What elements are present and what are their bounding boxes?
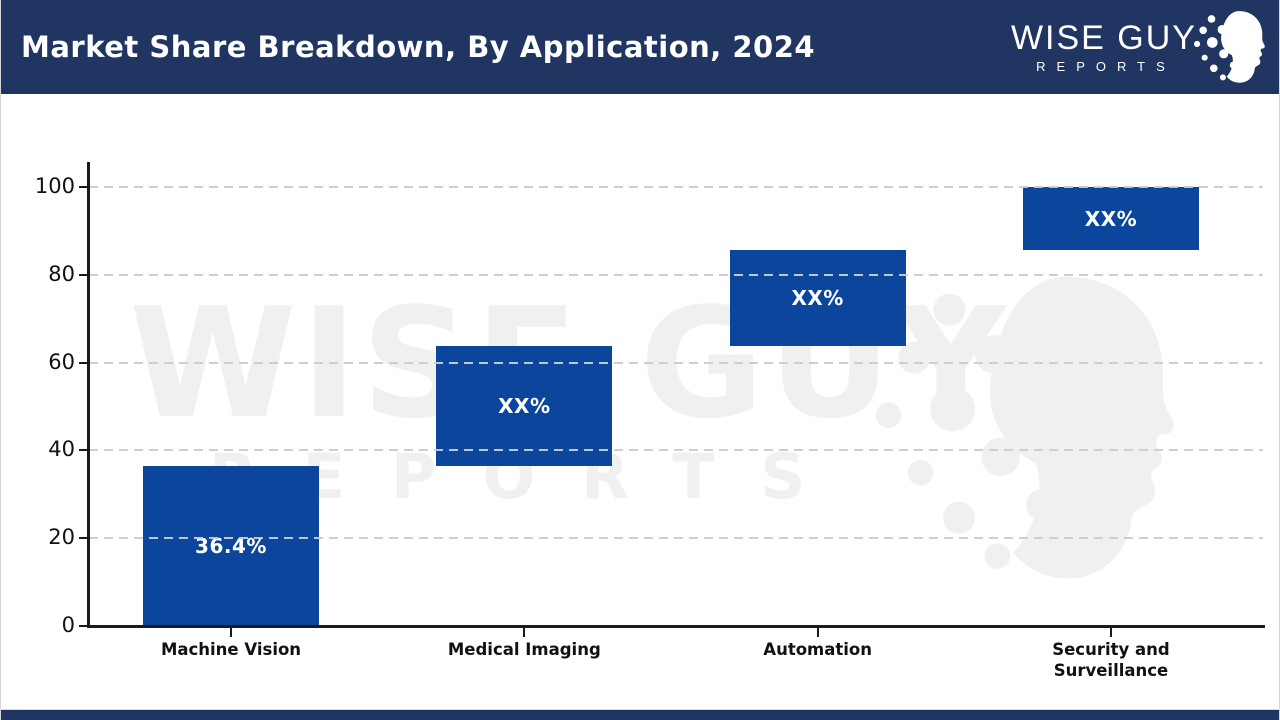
x-category-label: Security and Surveillance <box>1052 640 1170 681</box>
y-tick-mark <box>79 449 89 452</box>
bar-value-label: 36.4% <box>195 534 267 559</box>
footer-bar <box>1 709 1279 720</box>
x-axis <box>87 625 1265 628</box>
bar: XX% <box>729 250 906 346</box>
y-tick-label: 40 <box>48 437 75 462</box>
y-tick-mark <box>79 537 89 540</box>
bar-value-label: XX% <box>498 394 551 419</box>
y-axis <box>87 162 90 628</box>
bar: XX% <box>436 345 613 467</box>
header-bar: Market Share Breakdown, By Application, … <box>1 0 1280 94</box>
x-category-label: Machine Vision <box>160 640 302 659</box>
x-tick-mark <box>230 628 232 637</box>
x-tick-mark <box>523 628 526 637</box>
y-tick-mark <box>79 273 89 276</box>
x-category-label: Automation <box>763 640 872 659</box>
y-tick-mark <box>79 361 89 364</box>
watermark-head-icon <box>863 228 1183 628</box>
logo-reports-label: REPORTS <box>1036 59 1176 74</box>
y-tick-label: 80 <box>48 261 75 286</box>
y-tick-label: 0 <box>61 613 75 637</box>
logo-wordmark-block: WISE GUY REPORTS <box>1011 21 1197 73</box>
x-tick-mark <box>816 628 819 637</box>
x-tick-mark <box>1109 628 1112 637</box>
y-tick-label: 100 <box>34 174 75 198</box>
brand-logo: WISE GUY REPORTS <box>1011 9 1280 85</box>
logo-head-icon <box>1191 9 1267 85</box>
y-tick-mark <box>79 625 89 627</box>
logo-wordmark: WISE GUY <box>1010 19 1197 57</box>
bar: 36.4% <box>143 466 319 626</box>
y-tick-mark <box>79 186 89 188</box>
x-category-label: Medical Imaging <box>447 640 601 659</box>
bar-value-label: XX% <box>1084 206 1138 231</box>
bar-value-label: XX% <box>791 286 844 311</box>
y-tick-label: 60 <box>48 349 75 374</box>
y-tick-label: 20 <box>48 525 75 550</box>
bar: XX% <box>1022 187 1199 251</box>
page-title: Market Share Breakdown, By Application, … <box>21 30 816 64</box>
